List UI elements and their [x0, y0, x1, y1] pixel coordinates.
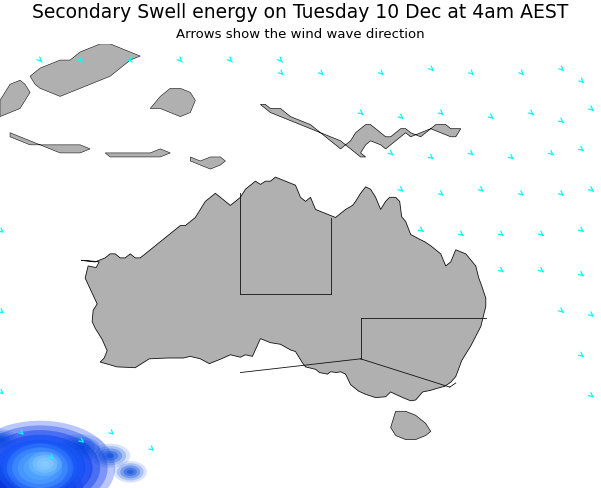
Ellipse shape	[0, 421, 115, 488]
Ellipse shape	[0, 426, 108, 488]
Ellipse shape	[0, 433, 10, 446]
Ellipse shape	[70, 442, 90, 453]
Ellipse shape	[10, 449, 70, 487]
Ellipse shape	[23, 456, 56, 480]
Ellipse shape	[75, 445, 85, 450]
Ellipse shape	[18, 485, 32, 488]
Ellipse shape	[3, 478, 47, 488]
Ellipse shape	[17, 454, 63, 482]
Ellipse shape	[2, 443, 78, 488]
Ellipse shape	[25, 458, 55, 477]
Ellipse shape	[127, 469, 133, 474]
Ellipse shape	[94, 446, 126, 466]
Ellipse shape	[37, 458, 53, 470]
Ellipse shape	[65, 440, 95, 456]
Ellipse shape	[117, 463, 144, 481]
Ellipse shape	[0, 438, 84, 488]
Ellipse shape	[106, 453, 114, 458]
Polygon shape	[260, 104, 461, 157]
Polygon shape	[105, 149, 170, 157]
Ellipse shape	[34, 464, 46, 472]
Ellipse shape	[0, 435, 93, 488]
Polygon shape	[81, 177, 486, 401]
Ellipse shape	[98, 448, 122, 463]
Ellipse shape	[2, 466, 18, 477]
Ellipse shape	[102, 451, 118, 461]
Ellipse shape	[55, 434, 105, 461]
Polygon shape	[150, 88, 195, 117]
Ellipse shape	[0, 474, 54, 488]
Ellipse shape	[120, 466, 140, 478]
Ellipse shape	[2, 444, 78, 488]
Polygon shape	[0, 80, 30, 117]
Ellipse shape	[124, 468, 137, 476]
Ellipse shape	[90, 444, 130, 468]
Ellipse shape	[114, 461, 147, 483]
Text: Arrows show the wind wave direction: Arrows show the wind wave direction	[176, 28, 425, 41]
Ellipse shape	[60, 437, 100, 458]
Ellipse shape	[21, 455, 59, 480]
Ellipse shape	[0, 468, 69, 488]
Ellipse shape	[29, 460, 51, 476]
Ellipse shape	[9, 447, 72, 488]
Ellipse shape	[18, 452, 63, 484]
Polygon shape	[191, 157, 225, 169]
Ellipse shape	[0, 463, 23, 481]
Ellipse shape	[32, 455, 58, 473]
Ellipse shape	[10, 481, 40, 488]
Ellipse shape	[0, 437, 4, 442]
Polygon shape	[30, 44, 140, 97]
Ellipse shape	[41, 461, 49, 467]
Text: Secondary Swell energy on Tuesday 10 Dec at 4am AEST: Secondary Swell energy on Tuesday 10 Dec…	[32, 3, 569, 22]
Ellipse shape	[12, 447, 68, 488]
Ellipse shape	[0, 461, 84, 488]
Ellipse shape	[28, 452, 62, 476]
Ellipse shape	[28, 459, 52, 476]
Ellipse shape	[34, 464, 46, 472]
Ellipse shape	[5, 468, 16, 476]
Ellipse shape	[0, 430, 100, 488]
Ellipse shape	[15, 451, 65, 485]
Ellipse shape	[32, 463, 47, 472]
Ellipse shape	[0, 471, 61, 488]
Ellipse shape	[7, 470, 13, 474]
Ellipse shape	[0, 434, 90, 488]
Ellipse shape	[0, 464, 20, 479]
Polygon shape	[10, 133, 90, 153]
Ellipse shape	[0, 429, 17, 450]
Ellipse shape	[0, 465, 76, 488]
Polygon shape	[391, 411, 431, 440]
Ellipse shape	[7, 444, 73, 488]
Ellipse shape	[0, 431, 13, 448]
Ellipse shape	[0, 440, 85, 488]
Ellipse shape	[0, 435, 7, 444]
